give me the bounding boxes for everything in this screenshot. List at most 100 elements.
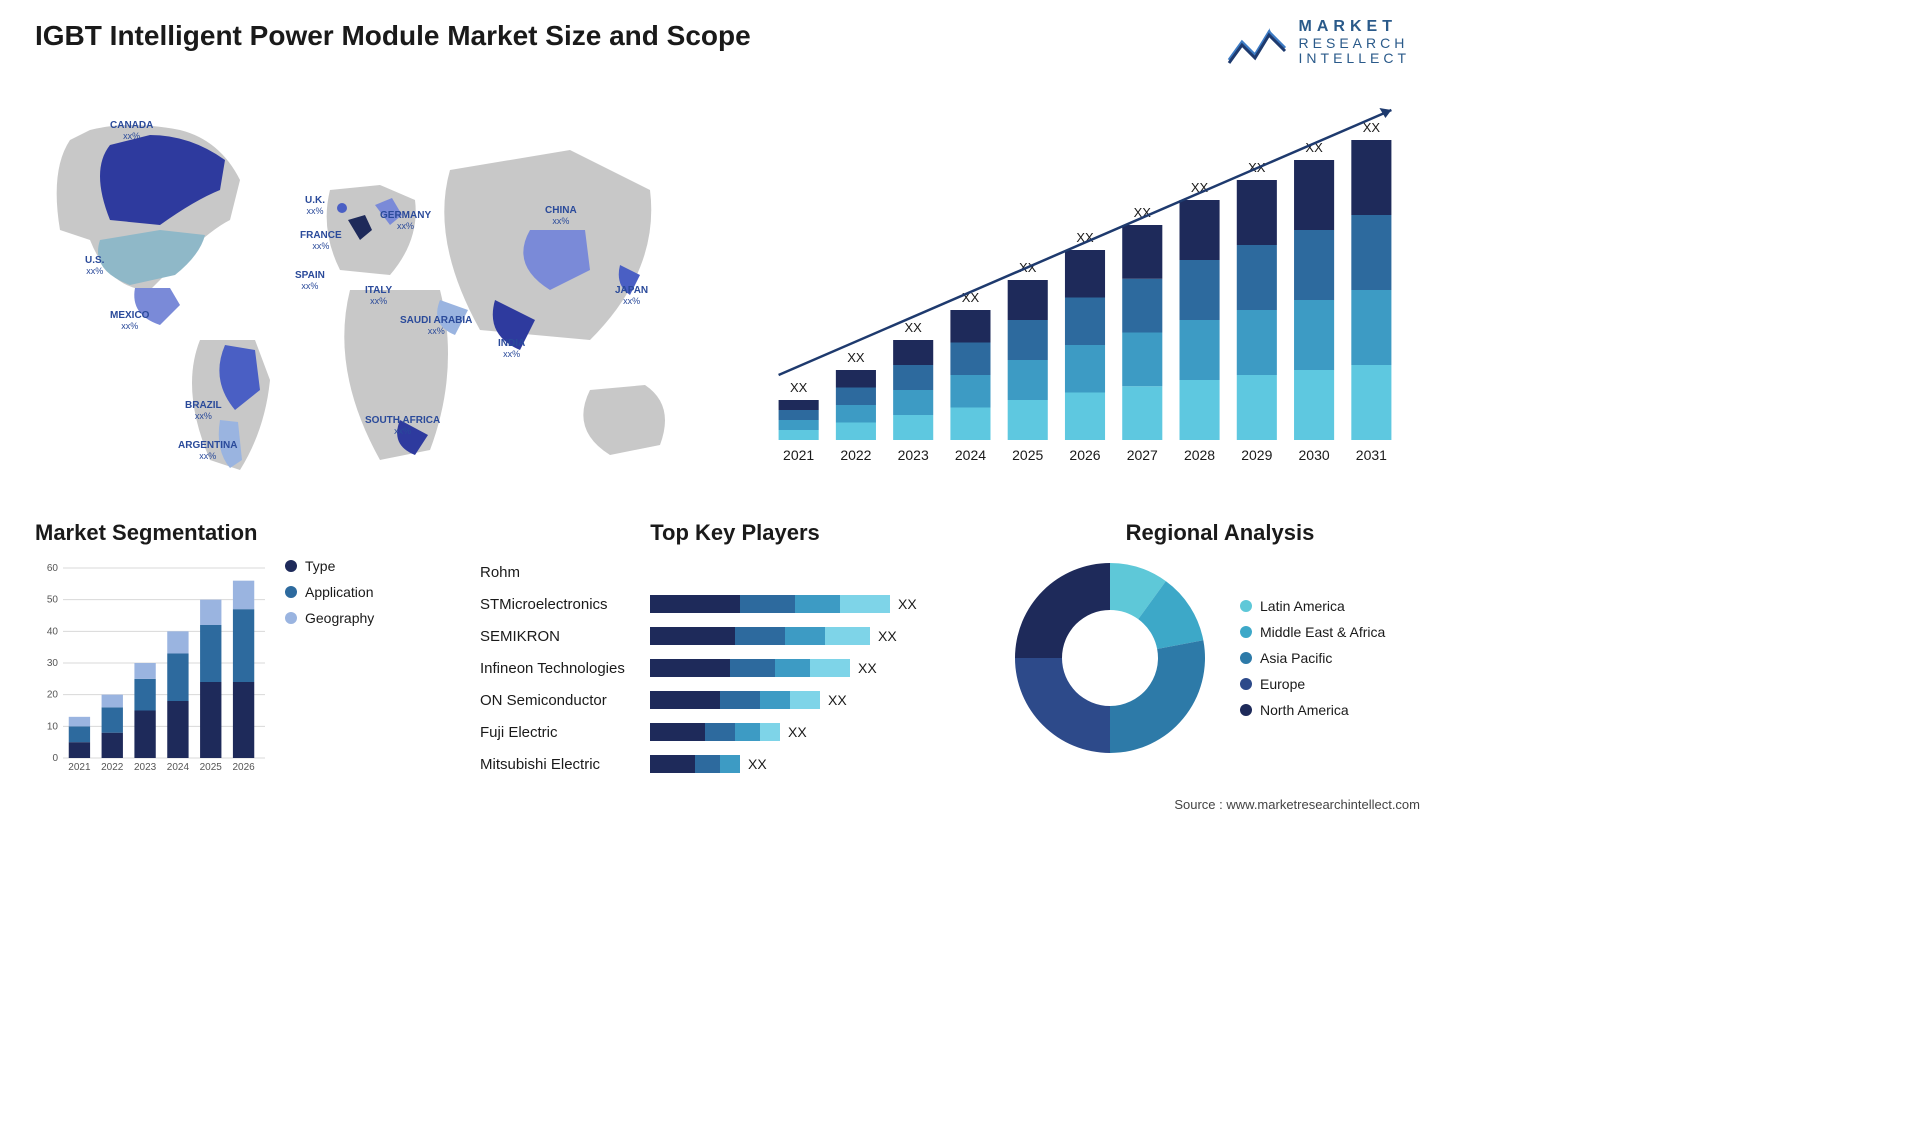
player-bar-segment (735, 723, 760, 741)
growth-bar-segment (893, 365, 933, 390)
growth-bar-segment (1008, 280, 1048, 320)
growth-bar-segment (950, 343, 990, 376)
regional-title: Regional Analysis (1010, 520, 1430, 546)
growth-bar-segment (1008, 360, 1048, 400)
seg-ytick: 50 (47, 595, 59, 606)
legend-label: Type (305, 558, 335, 574)
seg-ytick: 60 (47, 563, 59, 574)
player-row: Fuji ElectricXX (480, 718, 990, 746)
player-value: XX (828, 692, 847, 708)
growth-bar-segment (1351, 290, 1391, 365)
growth-bar-segment (1294, 300, 1334, 370)
brand-logo: MARKET RESEARCH INTELLECT (1227, 18, 1410, 66)
regional-legend-item: Europe (1240, 676, 1385, 692)
seg-bar-segment (167, 631, 188, 653)
growth-year-label: 2027 (1127, 447, 1158, 463)
map-label: U.S.xx% (85, 255, 104, 277)
seg-legend-item: Type (285, 558, 374, 574)
growth-chart: XX2021XX2022XX2023XX2024XX2025XX2026XX20… (750, 100, 1410, 470)
page-title: IGBT Intelligent Power Module Market Siz… (35, 20, 751, 52)
legend-swatch (1240, 652, 1252, 664)
growth-bar-segment (893, 340, 933, 365)
player-bar-segment (650, 627, 735, 645)
player-bar-segment (840, 595, 890, 613)
growth-year-label: 2029 (1241, 447, 1272, 463)
legend-swatch (1240, 600, 1252, 612)
player-bar-segment (735, 627, 785, 645)
player-bar-segment (810, 659, 850, 677)
growth-year-label: 2026 (1069, 447, 1100, 463)
players-chart: RohmSTMicroelectronicsXXSEMIKRONXXInfine… (480, 558, 990, 778)
growth-bar-segment (836, 388, 876, 406)
map-us (98, 230, 205, 285)
growth-year-label: 2022 (840, 447, 871, 463)
seg-bar-segment (233, 581, 254, 610)
map-label: SPAINxx% (295, 270, 325, 292)
legend-label: Latin America (1260, 598, 1345, 614)
segmentation-title: Market Segmentation (35, 520, 455, 546)
player-bar-segment (760, 691, 790, 709)
player-bar-segment (695, 755, 720, 773)
legend-swatch (1240, 626, 1252, 638)
growth-bar-segment (836, 370, 876, 388)
seg-year-label: 2025 (200, 762, 223, 773)
seg-bar-segment (134, 711, 155, 759)
player-value: XX (748, 756, 767, 772)
player-bar (650, 755, 740, 773)
map-label: GERMANYxx% (380, 210, 431, 232)
player-bar (650, 627, 870, 645)
legend-label: Asia Pacific (1260, 650, 1332, 666)
growth-bar-segment (1065, 298, 1105, 346)
player-bar-segment (790, 691, 820, 709)
legend-swatch (285, 612, 297, 624)
seg-bar-segment (134, 679, 155, 711)
seg-bar-segment (69, 717, 90, 727)
players-title: Top Key Players (480, 520, 990, 546)
seg-ytick: 40 (47, 626, 59, 637)
seg-year-label: 2021 (68, 762, 91, 773)
logo-line1: MARKET (1299, 18, 1410, 36)
map-label: FRANCExx% (300, 230, 342, 252)
player-bar-segment (825, 627, 870, 645)
donut-slice (1015, 563, 1110, 658)
map-label: U.K.xx% (305, 195, 325, 217)
growth-bar-segment (1294, 230, 1334, 300)
legend-label: Application (305, 584, 374, 600)
growth-bar-segment (1122, 386, 1162, 440)
seg-legend-item: Geography (285, 610, 374, 626)
growth-bar-label: XX (790, 380, 808, 395)
player-bar-segment (760, 723, 780, 741)
player-value: XX (878, 628, 897, 644)
seg-bar-segment (233, 609, 254, 682)
player-bar (650, 691, 820, 709)
seg-year-label: 2024 (167, 762, 190, 773)
growth-year-label: 2031 (1356, 447, 1387, 463)
growth-bar-segment (1065, 393, 1105, 441)
seg-bar-segment (167, 701, 188, 758)
legend-swatch (285, 560, 297, 572)
legend-label: North America (1260, 702, 1349, 718)
player-name: STMicroelectronics (480, 596, 650, 613)
player-name: Mitsubishi Electric (480, 756, 650, 773)
player-bar-segment (650, 755, 695, 773)
growth-bar-segment (836, 405, 876, 423)
seg-ytick: 30 (47, 658, 59, 669)
growth-bar-segment (1351, 215, 1391, 290)
growth-bar-segment (1351, 365, 1391, 440)
legend-swatch (285, 586, 297, 598)
legend-label: Middle East & Africa (1260, 624, 1385, 640)
growth-year-label: 2025 (1012, 447, 1043, 463)
seg-bar-segment (233, 682, 254, 758)
seg-year-label: 2023 (134, 762, 157, 773)
legend-swatch (1240, 678, 1252, 690)
growth-year-label: 2021 (783, 447, 814, 463)
player-bar-segment (795, 595, 840, 613)
seg-bar-segment (102, 695, 123, 708)
player-value: XX (788, 724, 807, 740)
map-label: MEXICOxx% (110, 310, 149, 332)
seg-bar-segment (69, 726, 90, 742)
player-bar (650, 595, 890, 613)
seg-ytick: 10 (47, 721, 59, 732)
map-label: JAPANxx% (615, 285, 648, 307)
growth-bar-segment (1237, 245, 1277, 310)
